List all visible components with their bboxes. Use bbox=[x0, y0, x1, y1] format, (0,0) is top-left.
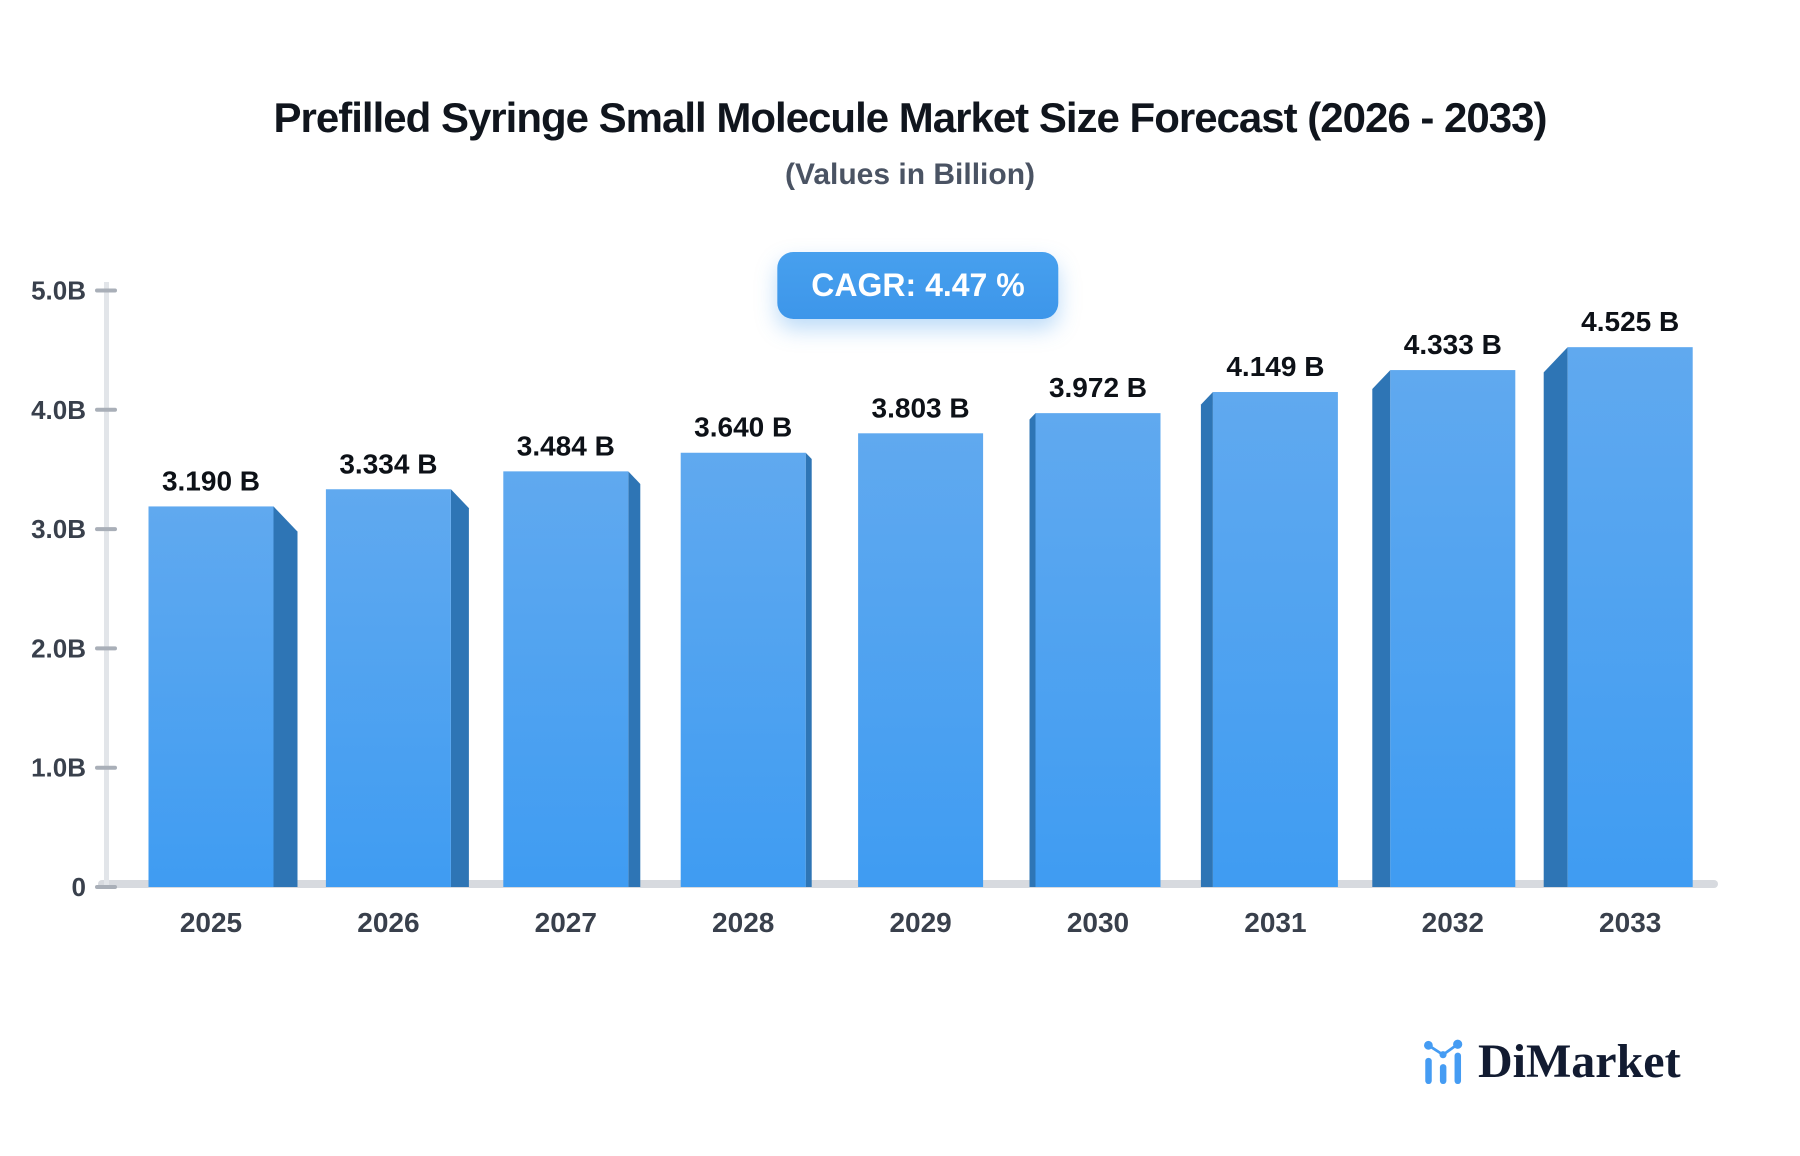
svg-text:2027: 2027 bbox=[535, 907, 597, 938]
svg-text:3.803 B: 3.803 B bbox=[872, 392, 970, 423]
brand-logo: DiMarket bbox=[1420, 1038, 1681, 1086]
svg-text:2033: 2033 bbox=[1599, 907, 1661, 938]
svg-text:0: 0 bbox=[72, 872, 86, 902]
svg-text:3.0B: 3.0B bbox=[31, 514, 86, 544]
svg-text:2032: 2032 bbox=[1422, 907, 1484, 938]
svg-text:2026: 2026 bbox=[357, 907, 419, 938]
svg-text:3.190 B: 3.190 B bbox=[162, 465, 260, 496]
chart-subtitle: (Values in Billion) bbox=[784, 158, 1036, 191]
svg-text:2031: 2031 bbox=[1244, 907, 1306, 938]
svg-text:2029: 2029 bbox=[889, 907, 951, 938]
svg-text:3.972 B: 3.972 B bbox=[1049, 372, 1147, 403]
bar-chart-plot: 0 1.0B 2.0B 3.0B 4.0B 5.0B 3.190 B 2025 3.334 B 2… bbox=[31, 276, 1718, 938]
svg-text:3.640 B: 3.640 B bbox=[694, 412, 792, 443]
svg-text:4.333 B: 4.333 B bbox=[1404, 329, 1502, 360]
svg-text:3.484 B: 3.484 B bbox=[517, 430, 615, 461]
svg-text:4.149 B: 4.149 B bbox=[1226, 351, 1324, 382]
svg-text:4.0B: 4.0B bbox=[31, 395, 86, 425]
svg-text:3.334 B: 3.334 B bbox=[339, 448, 437, 479]
svg-text:1.0B: 1.0B bbox=[31, 753, 86, 783]
cagr-badge: CAGR: 4.47 % bbox=[777, 252, 1059, 319]
svg-text:2.0B: 2.0B bbox=[31, 633, 86, 663]
svg-text:2025: 2025 bbox=[180, 907, 242, 938]
svg-text:2028: 2028 bbox=[712, 907, 774, 938]
svg-text:5.0B: 5.0B bbox=[31, 276, 86, 306]
svg-text:4.525 B: 4.525 B bbox=[1581, 306, 1679, 337]
bar-chart-sparkline-icon bbox=[1424, 1039, 1463, 1084]
brand-logo-text: DiMarket bbox=[1478, 1035, 1681, 1088]
chart-title: Prefilled Syringe Small Molecule Market … bbox=[273, 94, 1548, 141]
svg-text:2030: 2030 bbox=[1067, 907, 1129, 938]
